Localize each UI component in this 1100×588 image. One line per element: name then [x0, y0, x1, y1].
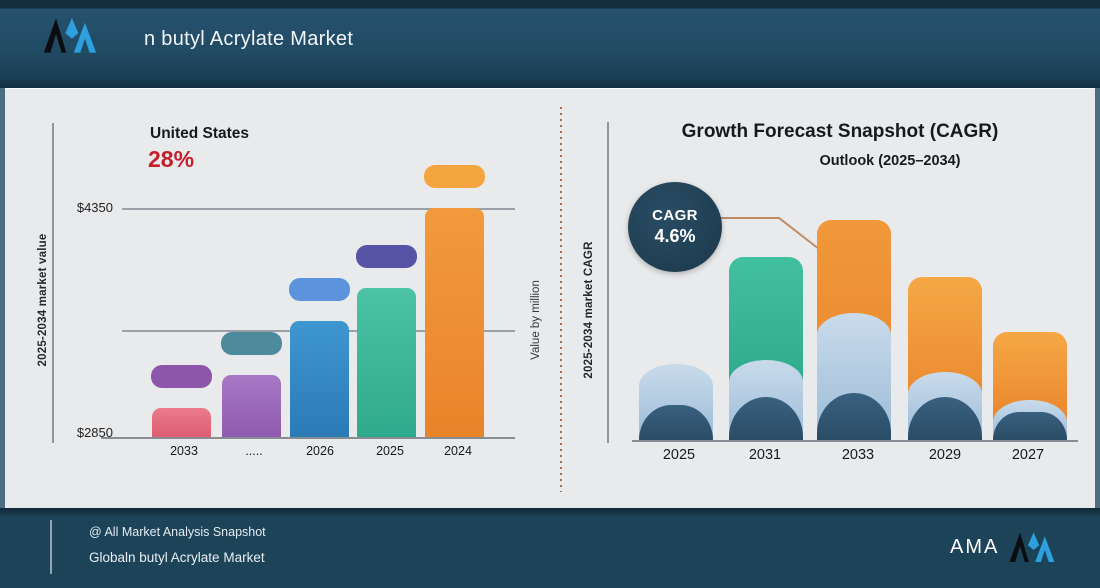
stack-base-2027 [993, 412, 1067, 440]
right-chart-title: Growth Forecast Snapshot (CAGR) [681, 121, 999, 142]
cagr-chart-bars: 2025 2031 2033 2029 2027 [5, 88, 1095, 508]
bar-2024 [424, 208, 484, 437]
main-panel: 2025-2034 market value United States 28%… [5, 88, 1095, 508]
x-axis-label: 2026 [306, 444, 334, 458]
footer-subtitle: Globaln butyl Acrylate Market [89, 550, 265, 565]
right-x-axis [632, 440, 1078, 442]
x-axis-label: 2033 [170, 444, 198, 458]
panel-divider [560, 107, 562, 492]
cagr-badge-title: CAGR [652, 207, 698, 224]
gridline [122, 208, 515, 210]
y-tick-2850: $2850 [76, 425, 113, 440]
bar-cap-2025 [355, 245, 417, 268]
right-y-axis [607, 122, 609, 443]
footer: @ All Market Analysis Snapshot Globaln b… [0, 508, 1100, 588]
x-axis-label: 2033 [841, 447, 875, 463]
cagr-badge-value: 4.6% [654, 226, 696, 246]
right-chart-subtitle: Outlook (2025–2034) [819, 153, 961, 169]
x-axis-label: 2025 [662, 447, 696, 463]
footer-divider [50, 520, 52, 574]
bar-cap-2024 [423, 165, 485, 188]
bar-cap-2033 [150, 365, 212, 388]
left-x-axis [101, 437, 515, 439]
us-chart-bars: 2033..... 2026 2025 2024 [5, 88, 1095, 508]
cagr-connector-line [719, 217, 820, 250]
y-tick-4350: $4350 [76, 200, 113, 215]
bar-..... [221, 375, 281, 437]
ama-logo-icon [43, 18, 97, 53]
x-axis-label: 2027 [1011, 447, 1045, 463]
x-axis-label: ..... [245, 444, 263, 458]
bar-cap-2026 [288, 278, 350, 301]
x-axis-label: 2029 [928, 447, 962, 463]
ama-footer-logo-icon [1009, 532, 1055, 562]
x-axis-label: 2031 [748, 447, 782, 463]
region-label: United States [150, 125, 250, 142]
header: n butyl Acrylate Market [0, 0, 1100, 88]
bar-cap-..... [220, 332, 282, 355]
left-y-axis [52, 123, 54, 443]
bar-2025 [356, 288, 416, 437]
footer-brand: AMA [950, 536, 1000, 558]
footer-credit: @ All Market Analysis Snapshot [89, 525, 266, 539]
page-title: n butyl Acrylate Market [144, 28, 354, 50]
cagr-badge: CAGR 4.6% [628, 182, 722, 272]
bar-2026 [289, 321, 349, 437]
x-axis-label: 2025 [376, 444, 404, 458]
bar-2033 [151, 408, 211, 437]
x-axis-label: 2024 [444, 444, 472, 458]
share-percentage: 28% [148, 146, 195, 172]
